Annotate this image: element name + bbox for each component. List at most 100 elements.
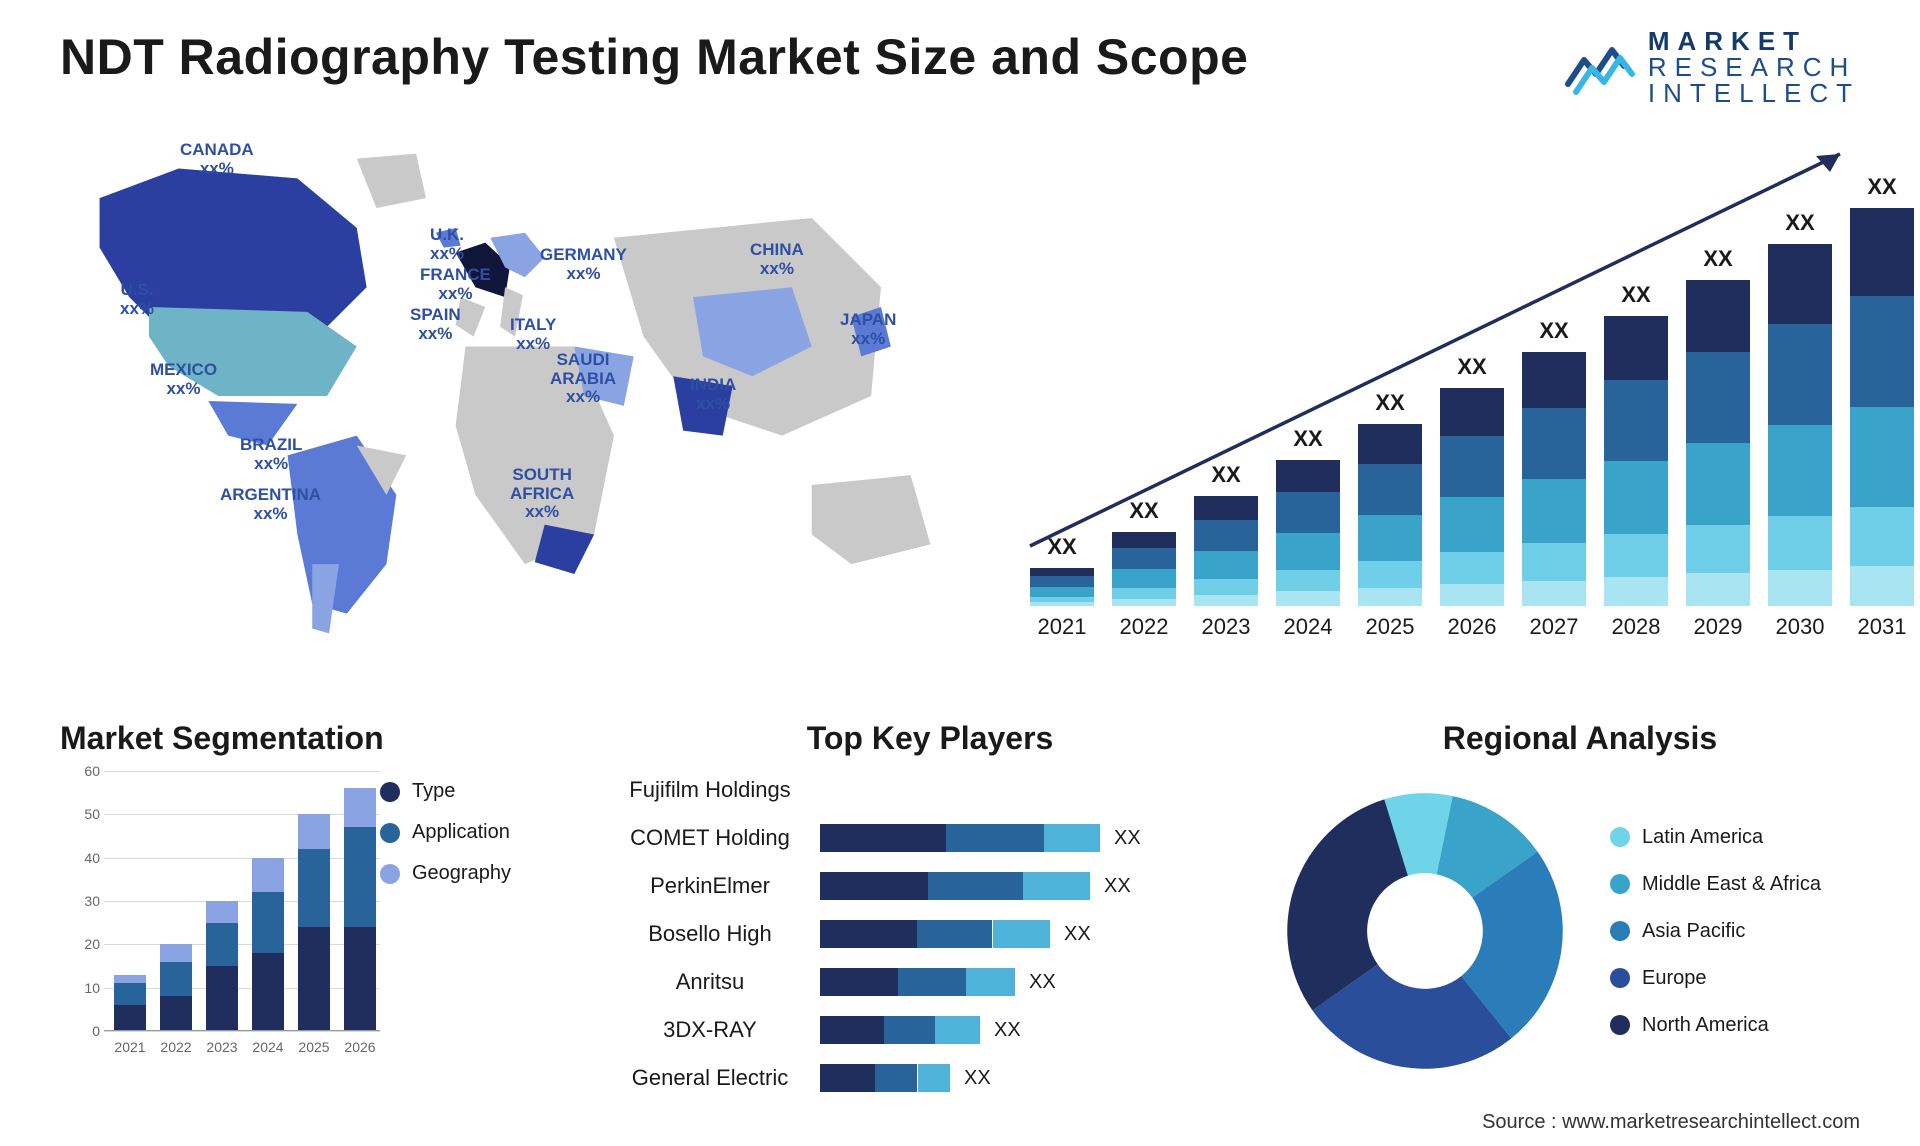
growth-bar-value: XX (1112, 498, 1176, 524)
map-label-italy: ITALYxx% (510, 316, 556, 353)
growth-bar-2031 (1850, 208, 1914, 606)
player-value: XX (1104, 875, 1131, 898)
growth-bar-value: XX (1030, 534, 1094, 560)
map-label-u-s-: U.S.xx% (120, 281, 154, 318)
map-label-brazil: BRAZILxx% (240, 436, 302, 473)
map-label-france: FRANCExx% (420, 266, 491, 303)
growth-bar-value: XX (1522, 318, 1586, 344)
player-bar (820, 872, 1090, 900)
map-label-germany: GERMANYxx% (540, 246, 627, 283)
region-legend-asia-pacific: Asia Pacific (1610, 920, 1821, 943)
top-key-players-section: Top Key Players Fujifilm Holdings COMET H… (610, 720, 1250, 1120)
growth-bar-2028 (1604, 316, 1668, 606)
seg-bar-2023-geography (206, 901, 238, 923)
seg-bar-2025-type (298, 927, 330, 1031)
seg-y-tick: 30 (70, 893, 100, 909)
player-bar (820, 824, 1100, 852)
seg-legend-type: Type (380, 780, 511, 803)
players-title: Top Key Players (610, 720, 1250, 757)
map-label-mexico: MEXICOxx% (150, 361, 217, 398)
player-name: Anritsu (610, 969, 810, 995)
growth-bar-chart: XX2021XX2022XX2023XX2024XX2025XX2026XX20… (970, 126, 1880, 666)
player-row-bosello-high: Bosello HighXX (610, 915, 1250, 953)
seg-bar-2021-application (114, 983, 146, 1005)
growth-bar-2029 (1686, 280, 1750, 606)
growth-bar-year: 2025 (1358, 614, 1422, 640)
map-label-u-k-: U.K.xx% (430, 226, 464, 263)
map-label-argentina: ARGENTINAxx% (220, 486, 321, 523)
player-name: PerkinElmer (610, 873, 810, 899)
growth-bar-2027 (1522, 352, 1586, 606)
player-value: XX (1064, 923, 1091, 946)
player-bar (820, 920, 1050, 948)
segmentation-title: Market Segmentation (60, 720, 580, 757)
seg-bar-2022-application (160, 962, 192, 997)
seg-bar-2022-geography (160, 944, 192, 961)
growth-bar-2025 (1358, 424, 1422, 606)
map-label-japan: JAPANxx% (840, 311, 896, 348)
growth-bar-2021 (1030, 568, 1094, 606)
growth-bar-value: XX (1686, 246, 1750, 272)
growth-bar-year: 2027 (1522, 614, 1586, 640)
brand-logo: MARKET RESEARCH INTELLECT (1564, 28, 1880, 106)
growth-bar-value: XX (1194, 462, 1258, 488)
seg-legend-application: Application (380, 821, 511, 844)
growth-bar-year: 2024 (1276, 614, 1340, 640)
market-segmentation-section: Market Segmentation 0 10 20 30 40 50 60 2021 202… (60, 720, 580, 1120)
map-label-china: CHINAxx% (750, 241, 804, 278)
player-name: 3DX-RAY (610, 1017, 810, 1043)
seg-y-tick: 60 (70, 763, 100, 779)
logo-line1: MARKET (1648, 28, 1860, 54)
seg-category-label: 2024 (248, 1039, 288, 1055)
donut-chart (1280, 786, 1570, 1076)
logo-line3: INTELLECT (1648, 80, 1860, 106)
map-label-spain: SPAINxx% (410, 306, 461, 343)
seg-category-label: 2021 (110, 1039, 150, 1055)
seg-bar-2026-type (344, 927, 376, 1031)
logo-icon (1564, 38, 1636, 96)
region-legend-north-america: North America (1610, 1014, 1821, 1037)
player-value: XX (994, 1019, 1021, 1042)
seg-bar-2026-geography (344, 788, 376, 827)
growth-bar-year: 2023 (1194, 614, 1258, 640)
source-text: Source : www.marketresearchintellect.com (1482, 1111, 1860, 1134)
seg-bar-2026-application (344, 827, 376, 927)
seg-bar-2022-type (160, 996, 192, 1031)
seg-bar-2023-application (206, 923, 238, 966)
seg-y-tick: 20 (70, 936, 100, 952)
seg-y-tick: 50 (70, 806, 100, 822)
growth-bar-2030 (1768, 244, 1832, 606)
map-label-india: INDIAxx% (690, 376, 736, 413)
map-label-canada: CANADAxx% (180, 141, 254, 178)
player-bar (820, 1064, 950, 1092)
player-row-fujifilm-holdings: Fujifilm Holdings (610, 771, 1250, 809)
map-label-saudi-arabia: SAUDIARABIAxx% (550, 351, 616, 407)
growth-bar-value: XX (1358, 390, 1422, 416)
player-name: COMET Holding (610, 825, 810, 851)
regional-analysis-section: Regional Analysis Latin AmericaMiddle Ea… (1280, 720, 1880, 1120)
player-row-general-electric: General ElectricXX (610, 1059, 1250, 1097)
player-row-anritsu: AnritsuXX (610, 963, 1250, 1001)
seg-bar-2024-type (252, 953, 284, 1031)
seg-category-label: 2025 (294, 1039, 334, 1055)
seg-bar-2021-type (114, 1005, 146, 1031)
growth-bar-value: XX (1276, 426, 1340, 452)
growth-bar-year: 2030 (1768, 614, 1832, 640)
regional-title: Regional Analysis (1280, 720, 1880, 757)
growth-bar-2026 (1440, 388, 1504, 606)
growth-bar-year: 2022 (1112, 614, 1176, 640)
world-map: CANADAxx% U.S.xx% MEXICOxx% BRAZILxx% ARGENT… (60, 126, 970, 666)
seg-y-tick: 0 (70, 1023, 100, 1039)
region-legend-middle-east-africa: Middle East & Africa (1610, 873, 1821, 896)
seg-y-tick: 10 (70, 980, 100, 996)
seg-category-label: 2026 (340, 1039, 380, 1055)
growth-bar-2022 (1112, 532, 1176, 606)
seg-bar-2025-geography (298, 814, 330, 849)
growth-bar-year: 2028 (1604, 614, 1668, 640)
logo-line2: RESEARCH (1648, 54, 1860, 80)
player-name: General Electric (610, 1065, 810, 1091)
seg-bar-2025-application (298, 849, 330, 927)
seg-category-label: 2023 (202, 1039, 242, 1055)
seg-bar-2024-application (252, 892, 284, 953)
seg-y-tick: 40 (70, 850, 100, 866)
